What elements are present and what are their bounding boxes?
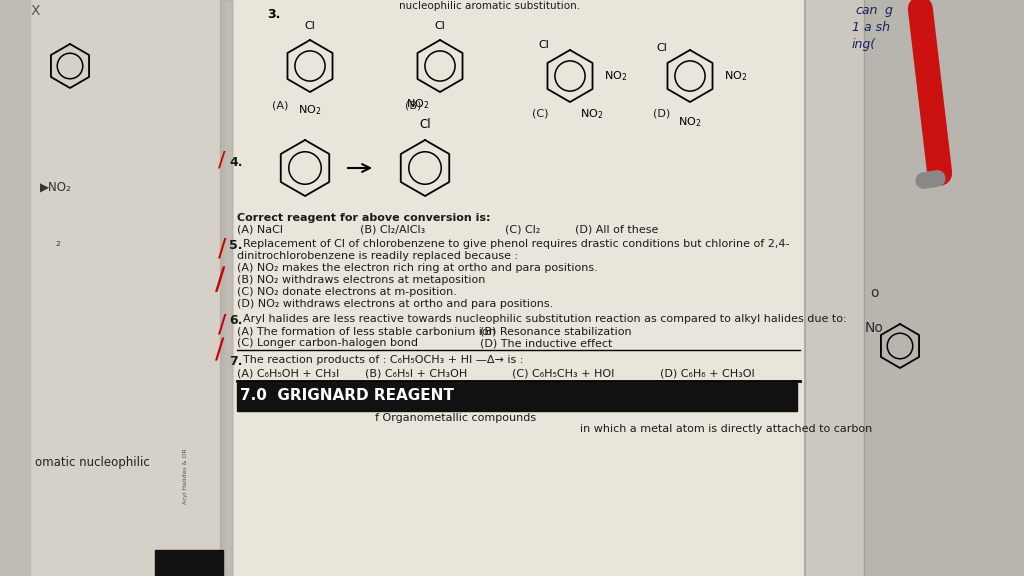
Bar bbox=[805, 0, 865, 576]
FancyArrowPatch shape bbox=[921, 9, 940, 173]
Text: (B) NO₂ withdraws electrons at metaposition: (B) NO₂ withdraws electrons at metaposit… bbox=[237, 275, 485, 285]
Text: No: No bbox=[865, 321, 884, 335]
Text: (A) C₆H₅OH + CH₃I: (A) C₆H₅OH + CH₃I bbox=[237, 368, 339, 378]
Text: Cl: Cl bbox=[419, 119, 431, 131]
Text: 7.: 7. bbox=[229, 355, 243, 368]
Text: /: / bbox=[218, 312, 226, 336]
Bar bbox=[865, 0, 1024, 576]
Text: Cl: Cl bbox=[539, 40, 550, 50]
Text: X: X bbox=[31, 4, 40, 18]
Text: (D) The inductive effect: (D) The inductive effect bbox=[480, 338, 612, 348]
Bar bbox=[220, 0, 232, 576]
Text: (A) NO₂ makes the electron rich ring at ortho and para positions.: (A) NO₂ makes the electron rich ring at … bbox=[237, 263, 598, 273]
Text: (D) NO₂ withdraws electrons at ortho and para positions.: (D) NO₂ withdraws electrons at ortho and… bbox=[237, 299, 553, 309]
Text: Cl: Cl bbox=[434, 21, 445, 31]
Text: (B) Resonance stabilization: (B) Resonance stabilization bbox=[480, 326, 632, 336]
Text: Correct reagent for above conversion is:: Correct reagent for above conversion is: bbox=[237, 213, 490, 223]
Text: NO$_2$: NO$_2$ bbox=[407, 97, 430, 111]
Text: (D): (D) bbox=[653, 108, 671, 118]
Text: in which a metal atom is directly attached to carbon: in which a metal atom is directly attach… bbox=[580, 424, 872, 434]
Text: Aryl Halides & OR: Aryl Halides & OR bbox=[182, 448, 187, 504]
Text: Cl: Cl bbox=[304, 21, 315, 31]
Text: o: o bbox=[870, 286, 879, 300]
Text: Aryl halides are less reactive towards nucleophilic substitution reaction as com: Aryl halides are less reactive towards n… bbox=[243, 314, 847, 324]
Text: ₂: ₂ bbox=[55, 236, 60, 249]
Text: ∕: ∕ bbox=[215, 336, 224, 364]
Text: (A) The formation of less stable carbonium ion: (A) The formation of less stable carboni… bbox=[237, 326, 496, 336]
Bar bbox=[155, 550, 223, 576]
Text: /: / bbox=[218, 236, 226, 260]
Bar bbox=[0, 0, 225, 576]
Text: 6.: 6. bbox=[229, 314, 243, 327]
Text: (C): (C) bbox=[532, 108, 549, 118]
Text: NO$_2$: NO$_2$ bbox=[298, 103, 322, 117]
Bar bbox=[237, 383, 797, 411]
Text: (B) C₆H₅I + CH₃OH: (B) C₆H₅I + CH₃OH bbox=[365, 368, 467, 378]
Text: 3.: 3. bbox=[267, 8, 281, 21]
Text: 7.0  GRIGNARD REAGENT: 7.0 GRIGNARD REAGENT bbox=[240, 388, 454, 403]
Text: The reaction products of : C₆H₅OCH₃ + HI —Δ→ is :: The reaction products of : C₆H₅OCH₃ + HI… bbox=[243, 355, 523, 365]
Text: omatic nucleophilic: omatic nucleophilic bbox=[35, 456, 150, 469]
Text: (B): (B) bbox=[406, 100, 421, 110]
Text: 1 a sh: 1 a sh bbox=[852, 21, 890, 34]
Text: NO$_2$: NO$_2$ bbox=[724, 69, 748, 83]
Text: (C) Cl₂: (C) Cl₂ bbox=[505, 225, 541, 235]
Text: (C) NO₂ donate electrons at m-position.: (C) NO₂ donate electrons at m-position. bbox=[237, 287, 457, 297]
Text: (C) C₆H₅CH₃ + HOI: (C) C₆H₅CH₃ + HOI bbox=[512, 368, 614, 378]
Text: ▶NO₂: ▶NO₂ bbox=[40, 181, 72, 194]
Text: f Organometallic compounds: f Organometallic compounds bbox=[375, 413, 537, 423]
Text: ing(: ing( bbox=[852, 38, 877, 51]
Text: g: g bbox=[885, 4, 893, 17]
Text: (B) Cl₂/AlCl₃: (B) Cl₂/AlCl₃ bbox=[360, 225, 425, 235]
Text: ∕: ∕ bbox=[215, 266, 225, 295]
Text: dinitrochlorobenzene is readily replaced because :: dinitrochlorobenzene is readily replaced… bbox=[237, 251, 518, 261]
Text: /: / bbox=[218, 151, 225, 171]
Text: 4.: 4. bbox=[229, 156, 243, 169]
Text: Cl: Cl bbox=[656, 43, 668, 53]
Text: (C) Longer carbon-halogen bond: (C) Longer carbon-halogen bond bbox=[237, 338, 418, 348]
Text: Replacement of Cl of chlorobenzene to give phenol requires drastic conditions bu: Replacement of Cl of chlorobenzene to gi… bbox=[243, 239, 790, 249]
Text: can: can bbox=[855, 4, 878, 17]
Text: (A): (A) bbox=[272, 100, 289, 110]
Text: NO$_2$: NO$_2$ bbox=[604, 69, 628, 83]
Bar bbox=[225, 0, 805, 576]
Bar bbox=[0, 0, 30, 576]
Text: (D) All of these: (D) All of these bbox=[575, 225, 658, 235]
Text: nucleophilic aromatic substitution.: nucleophilic aromatic substitution. bbox=[399, 1, 581, 11]
Text: NO$_2$: NO$_2$ bbox=[678, 115, 701, 129]
Text: (D) C₆H₆ + CH₃OI: (D) C₆H₆ + CH₃OI bbox=[660, 368, 755, 378]
Text: 5.: 5. bbox=[229, 239, 243, 252]
Text: (A) NaCl: (A) NaCl bbox=[237, 225, 283, 235]
Bar bbox=[225, 0, 233, 576]
FancyArrowPatch shape bbox=[924, 179, 937, 180]
Text: NO$_2$: NO$_2$ bbox=[581, 107, 604, 121]
